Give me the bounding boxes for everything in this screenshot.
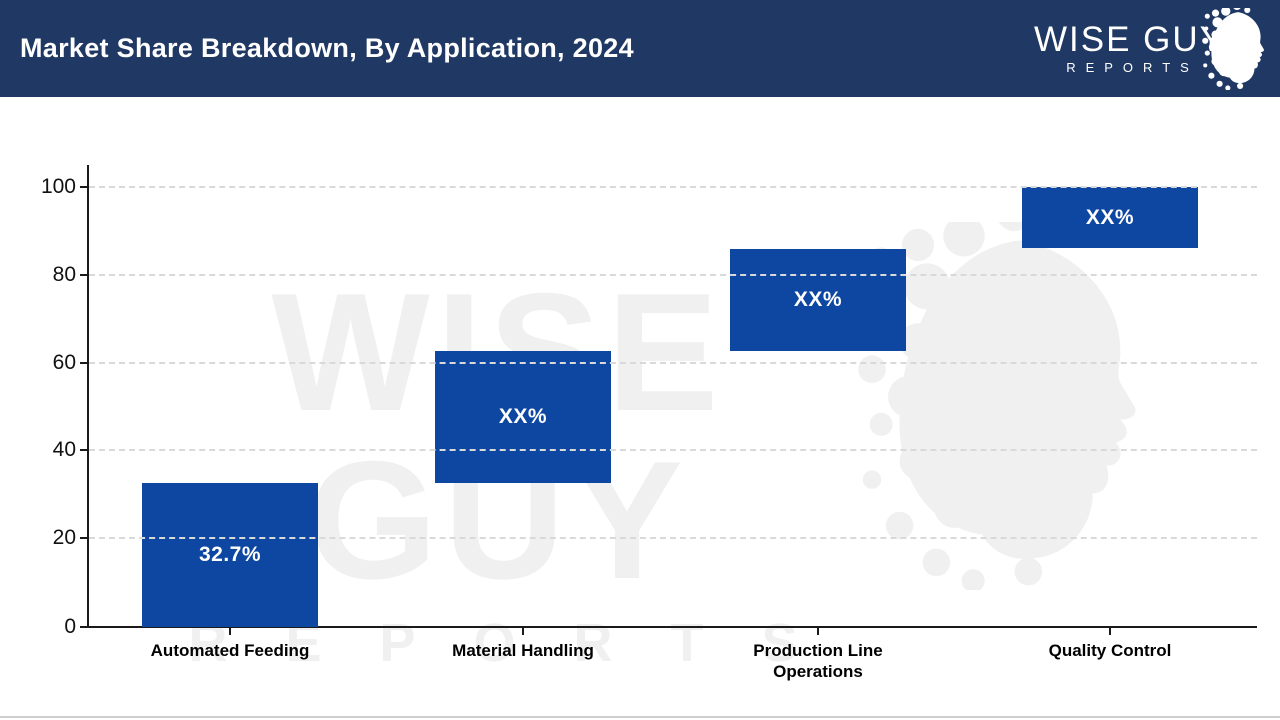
gridline-20 <box>89 537 1257 539</box>
x-category-label: Automated Feeding <box>150 641 310 660</box>
x-tick <box>1109 628 1111 635</box>
gridline-60 <box>89 362 1257 364</box>
y-tick <box>80 449 87 451</box>
x-category-label: Material Handling <box>452 641 594 660</box>
page-title: Market Share Breakdown, By Application, … <box>20 33 634 63</box>
header-bar: Market Share Breakdown, By Application, … <box>0 0 1280 97</box>
bar-value-label: XX% <box>1085 205 1135 229</box>
wiseguy-logo: WISE GUY REPORTS <box>1016 6 1266 92</box>
y-tick <box>80 274 87 276</box>
logo-wordmark: WISE GUY REPORTS <box>1034 20 1226 76</box>
footer-divider <box>0 716 1280 718</box>
x-category-label: Production Line Operations <box>753 641 883 681</box>
x-tick <box>817 628 819 635</box>
x-tick <box>522 628 524 635</box>
gridline-80 <box>89 274 1257 276</box>
y-tick <box>80 362 87 364</box>
logo-reports-text: REPORTS <box>1066 60 1199 75</box>
gridline-40 <box>89 449 1257 451</box>
x-category-label: Quality Control <box>1048 641 1172 660</box>
y-tick <box>80 186 87 188</box>
x-axis-line <box>87 626 1257 628</box>
y-tick-label: 100 <box>40 175 76 198</box>
bar-value-label: 32.7% <box>198 543 262 566</box>
y-tick-label: 0 <box>64 615 76 638</box>
logo-head-icon <box>1202 8 1264 90</box>
y-axis-line <box>87 165 89 628</box>
gridline-100 <box>89 186 1257 188</box>
bar-automated-feeding: 32.7% <box>142 483 318 627</box>
bar-value-label: XX% <box>793 288 843 311</box>
y-tick-label: 20 <box>52 526 76 549</box>
bar-quality-control: XX% <box>1022 187 1198 248</box>
x-tick <box>229 628 231 635</box>
y-tick <box>80 626 87 628</box>
bar-production-line-operations: XX% <box>730 249 906 351</box>
y-tick <box>80 537 87 539</box>
y-tick-label: 60 <box>52 351 76 374</box>
bar-material-handling: XX% <box>435 351 611 483</box>
y-tick-label: 80 <box>52 263 76 286</box>
logo-wiseguy-text: WISE GUY <box>1034 20 1226 59</box>
bar-value-label: XX% <box>498 405 548 428</box>
y-tick-label: 40 <box>52 438 76 461</box>
